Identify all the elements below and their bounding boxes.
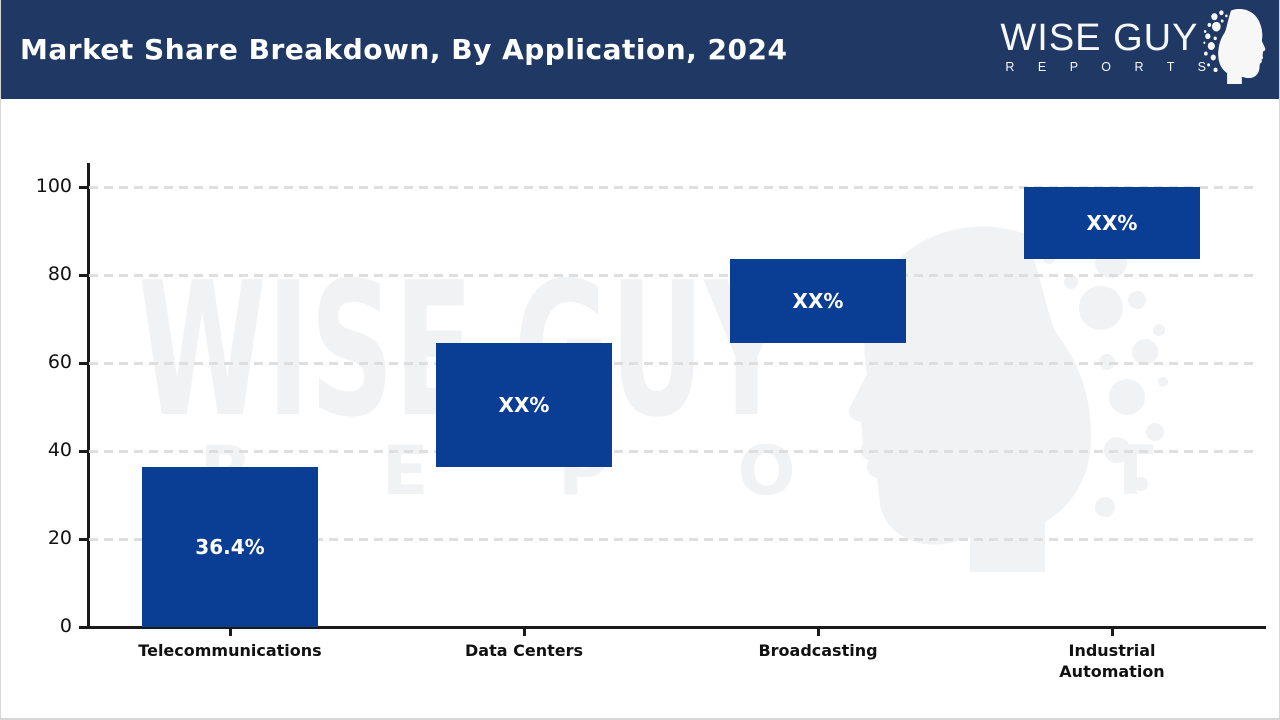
x-axis-label: Data Centers <box>465 641 583 660</box>
bar-telecommunications: 36.4% <box>142 466 318 627</box>
gridline <box>89 538 1255 541</box>
y-axis-tick <box>79 274 87 277</box>
x-axis-tick <box>1111 628 1114 636</box>
bar-value-label: XX% <box>792 289 844 314</box>
y-axis-tick-label: 20 <box>47 527 72 549</box>
brand-head-icon <box>1203 8 1266 84</box>
bar-industrial-automation: XX% <box>1024 187 1200 260</box>
y-axis-tick-label: 100 <box>35 175 72 197</box>
gridline <box>89 274 1255 277</box>
y-axis-tick <box>79 362 87 365</box>
y-axis-tick <box>79 450 87 453</box>
bar-broadcasting: XX% <box>730 259 906 344</box>
bar-value-label: 36.4% <box>195 534 265 559</box>
y-axis-tick <box>79 626 87 629</box>
x-axis-tick <box>817 628 820 636</box>
brand-text: WISE GUY R E P O R T S <box>1000 19 1216 74</box>
y-axis-tick-label: 40 <box>47 439 72 461</box>
y-axis-tick <box>79 538 87 541</box>
x-axis-tick <box>523 628 526 636</box>
y-axis-tick-label: 80 <box>47 263 72 285</box>
x-axis-label: Telecommunications <box>138 641 322 660</box>
x-axis-label: Broadcasting <box>758 641 878 660</box>
gridline <box>89 186 1255 189</box>
x-axis-line <box>86 626 1266 629</box>
brand-logo: WISE GUY R E P O R T S <box>1000 8 1266 84</box>
page-title: Market Share Breakdown, By Application, … <box>20 33 788 66</box>
brand-name: WISE GUY <box>1000 16 1199 59</box>
bar-value-label: XX% <box>498 393 550 417</box>
header-bar: Market Share Breakdown, By Application, … <box>0 0 1280 99</box>
y-axis-tick <box>79 186 87 189</box>
gridline <box>89 362 1255 365</box>
brand-subtitle: R E P O R T S <box>1005 59 1216 74</box>
x-axis-tick <box>229 628 232 636</box>
x-axis-label: Industrial Automation <box>1059 641 1165 681</box>
y-axis-tick-label: 0 <box>59 615 72 637</box>
y-axis-tick-label: 60 <box>47 351 72 373</box>
gridline <box>89 450 1255 453</box>
bar-data-centers: XX% <box>436 343 612 467</box>
bar-value-label: XX% <box>1086 211 1138 236</box>
y-axis-line <box>87 163 90 628</box>
